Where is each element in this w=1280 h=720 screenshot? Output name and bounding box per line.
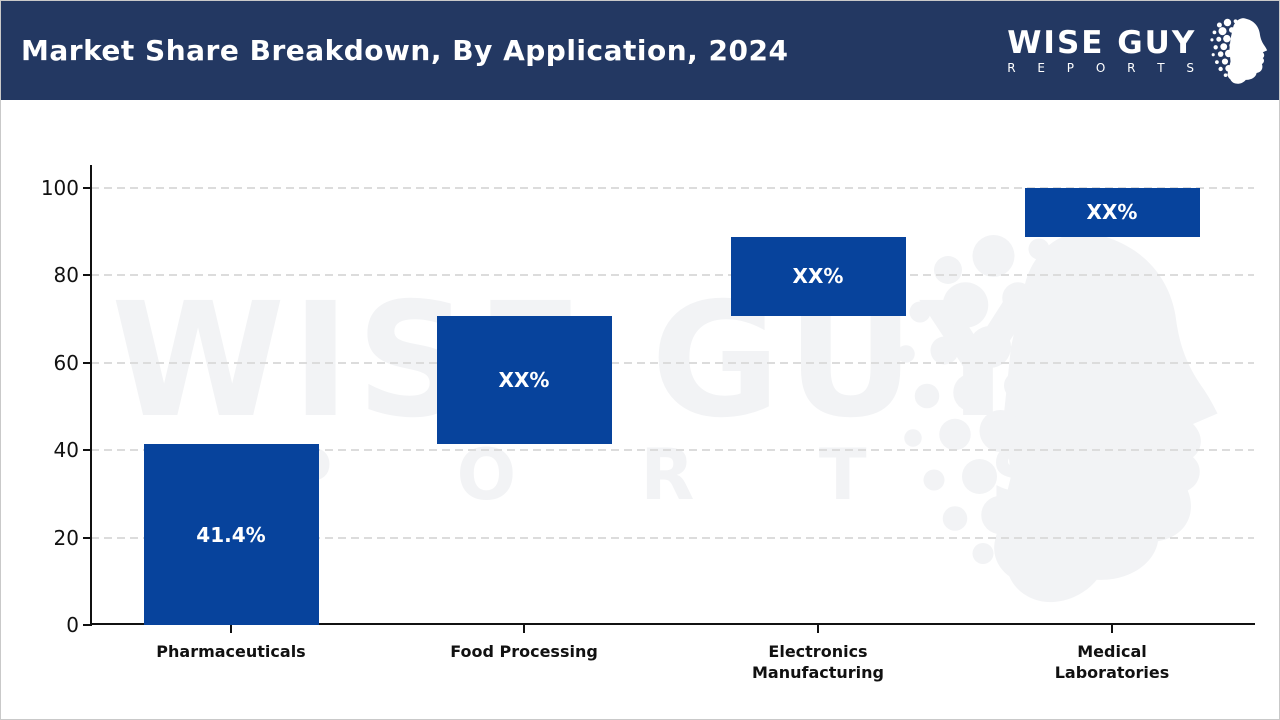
category-label: Electronics Manufacturing: [688, 641, 948, 683]
y-tick-label: 80: [53, 263, 79, 288]
y-tick-mark: [83, 274, 91, 277]
y-tick-label: 60: [53, 350, 79, 375]
bar-value-label: XX%: [498, 368, 550, 393]
bar-food-processing: XX%: [436, 316, 612, 445]
y-tick-mark: [83, 449, 91, 452]
x-tick-mark: [230, 625, 232, 633]
category-label: Medical Laboratories: [982, 641, 1242, 683]
bar-value-label: 41.4%: [196, 522, 266, 547]
category-label: Pharmaceuticals: [101, 641, 361, 662]
category-label-line: Food Processing: [450, 642, 598, 661]
bar-medical-laboratories: XX%: [1024, 188, 1200, 237]
bar-pharmaceuticals: 41.4%: [143, 444, 319, 625]
gridline-y-80: [91, 274, 1254, 277]
logo-subtext: R E P O R T S: [1007, 60, 1203, 75]
wiseguy-logo-text: WISE GUY R E P O R T S: [1007, 27, 1203, 75]
y-axis-spine: [90, 165, 92, 626]
y-tick-label: 20: [53, 525, 79, 550]
wiseguy-logo: WISE GUY R E P O R T S: [1007, 8, 1279, 94]
x-tick-mark: [523, 625, 525, 633]
y-tick-label: 100: [40, 176, 79, 200]
y-tick-label: 40: [53, 438, 79, 463]
category-label: Food Processing: [394, 641, 654, 662]
bar-value-label: XX%: [1086, 200, 1138, 225]
logo-wordmark: WISE GUY: [1007, 24, 1197, 61]
y-tick-mark: [83, 536, 91, 539]
gridline-y-60: [91, 361, 1254, 364]
header-bar: Market Share Breakdown, By Application, …: [1, 1, 1279, 100]
category-label-line: Medical: [1077, 642, 1147, 661]
category-label-line: Pharmaceuticals: [156, 642, 306, 661]
bar-value-label: XX%: [792, 264, 844, 289]
gridline-y-40: [91, 449, 1254, 452]
gridline-y-20: [91, 536, 1254, 539]
y-tick-mark: [83, 624, 91, 626]
category-label-line: Manufacturing: [752, 663, 884, 682]
category-label-line: Electronics: [768, 642, 868, 661]
x-tick-mark: [1111, 625, 1113, 633]
y-tick-label: 0: [66, 613, 79, 637]
x-tick-mark: [817, 625, 819, 633]
x-axis-spine: [90, 623, 1255, 625]
category-label-line: Laboratories: [1054, 663, 1170, 682]
y-tick-mark: [83, 361, 91, 364]
gridline-y-100: [91, 187, 1254, 189]
bar-electronics-manufacturing: XX%: [730, 236, 906, 317]
chart-title: Market Share Breakdown, By Application, …: [21, 34, 789, 67]
y-tick-mark: [83, 187, 91, 189]
